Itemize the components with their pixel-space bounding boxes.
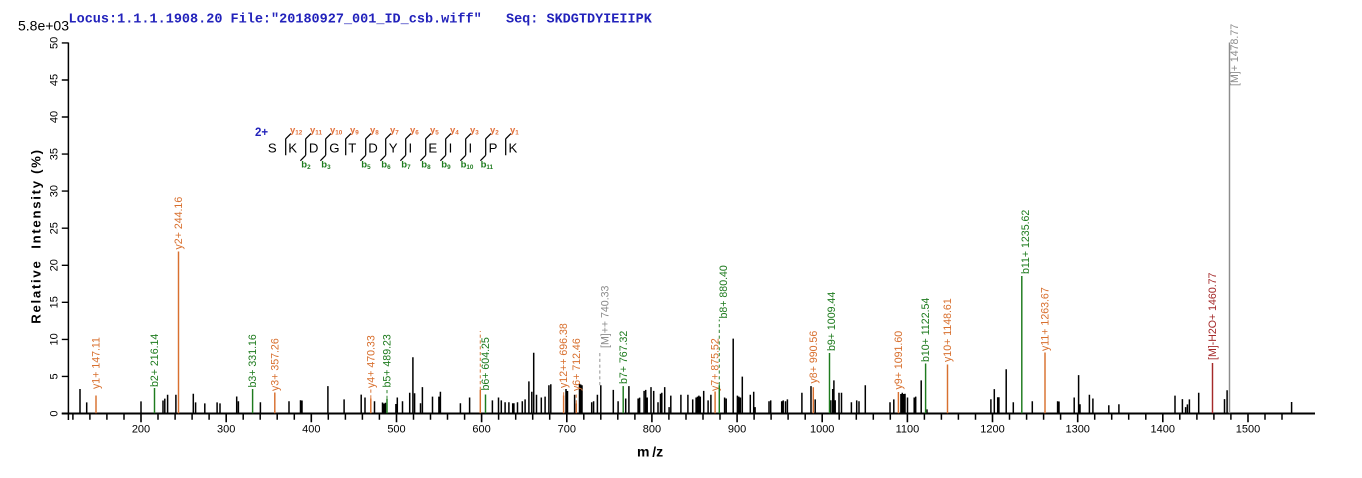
svg-text:b7: b7 [401,160,411,172]
svg-text:b11+ 1235.62: b11+ 1235.62 [1020,210,1032,274]
svg-text:K: K [509,141,518,156]
svg-text:b6: b6 [381,160,391,172]
svg-text:0: 0 [49,410,61,416]
svg-text:500: 500 [387,424,405,436]
svg-text:b8+ 880.40: b8+ 880.40 [718,265,730,318]
svg-text:1300: 1300 [1065,424,1089,436]
svg-text:5: 5 [49,373,61,379]
svg-text:[M]-H2O+ 1460.77: [M]-H2O+ 1460.77 [1207,272,1219,360]
svg-text:y2+ 244.16: y2+ 244.16 [173,197,185,250]
svg-text:m /z: m /z [637,444,663,460]
svg-text:Relative Intensity (%): Relative Intensity (%) [29,148,44,323]
svg-text:45: 45 [49,74,61,86]
svg-text:y3: y3 [470,125,479,137]
svg-text:[M]+ 1478.77: [M]+ 1478.77 [1229,24,1241,86]
svg-text:[M]++ 740.33: [M]++ 740.33 [600,285,612,348]
svg-text:G: G [329,141,339,156]
svg-text:y4+ 470.33: y4+ 470.33 [365,335,377,388]
svg-text:y7: y7 [390,125,399,137]
svg-text:b5+ 489.23: b5+ 489.23 [382,334,394,387]
svg-text:15: 15 [49,296,61,308]
svg-text:y10+ 1148.61: y10+ 1148.61 [942,298,954,362]
svg-text:y12: y12 [290,125,303,137]
svg-text:b2: b2 [301,160,311,172]
svg-text:40: 40 [49,111,61,123]
svg-text:b10: b10 [461,160,474,172]
svg-text:y12++ 696.38: y12++ 696.38 [558,323,570,388]
svg-text:b3: b3 [321,160,331,172]
svg-text:Locus:1.1.1.1908.20 File:"2018: Locus:1.1.1.1908.20 File:"20180927_001_I… [69,13,653,28]
svg-text:y9: y9 [350,125,359,137]
svg-text:Y: Y [389,141,398,156]
svg-text:200: 200 [132,424,150,436]
svg-text:700: 700 [558,424,576,436]
svg-text:I: I [449,141,453,156]
svg-text:5.8e+03: 5.8e+03 [18,18,69,34]
svg-text:50: 50 [49,37,61,49]
svg-text:y7+ 875.52: y7+ 875.52 [710,338,722,391]
svg-text:800: 800 [643,424,661,436]
svg-text:D: D [309,141,319,156]
svg-text:y1+ 147.11: y1+ 147.11 [91,337,103,389]
svg-text:30: 30 [49,185,61,197]
svg-text:25: 25 [49,222,61,234]
svg-text:P: P [489,141,498,156]
svg-text:y11: y11 [310,125,322,137]
svg-text:y5: y5 [430,125,439,137]
svg-text:y8+ 990.56: y8+ 990.56 [808,331,820,384]
svg-text:1100: 1100 [896,424,920,436]
svg-text:1000: 1000 [810,424,834,436]
svg-text:y6+ 712.46: y6+ 712.46 [571,338,583,391]
svg-text:y11+ 1263.67: y11+ 1263.67 [1040,287,1052,351]
svg-text:1500: 1500 [1236,424,1260,436]
svg-text:2+: 2+ [255,127,268,139]
svg-text:1200: 1200 [980,424,1004,436]
svg-text:b11: b11 [481,160,494,172]
svg-text:20: 20 [49,259,61,271]
svg-text:b9: b9 [441,160,451,172]
svg-text:b3+ 331.16: b3+ 331.16 [247,334,259,387]
svg-text:y8: y8 [370,125,379,137]
svg-text:I: I [409,141,413,156]
svg-text:K: K [288,141,297,156]
svg-text:y9+ 1091.60: y9+ 1091.60 [893,331,905,390]
svg-text:E: E [428,141,437,156]
svg-text:b6+ 604.25: b6+ 604.25 [480,337,492,390]
svg-text:y4: y4 [450,125,459,137]
svg-text:y6: y6 [410,125,419,137]
svg-text:I: I [469,141,473,156]
svg-text:b8: b8 [421,160,431,172]
svg-text:900: 900 [728,424,746,436]
svg-text:1400: 1400 [1151,424,1175,436]
svg-text:600: 600 [472,424,490,436]
svg-text:b5: b5 [361,160,371,172]
svg-text:b9+ 1009.44: b9+ 1009.44 [826,292,838,351]
svg-text:b10+ 1122.54: b10+ 1122.54 [920,298,932,362]
svg-text:D: D [368,141,378,156]
svg-text:10: 10 [49,333,61,345]
svg-text:400: 400 [302,424,320,436]
svg-text:y2: y2 [490,125,499,137]
svg-text:S: S [268,141,277,156]
svg-text:b7+ 767.32: b7+ 767.32 [618,331,630,384]
svg-text:y10: y10 [330,125,343,137]
svg-text:35: 35 [49,148,61,160]
svg-text:300: 300 [217,424,235,436]
svg-text:b2+ 216.14: b2+ 216.14 [149,334,161,387]
svg-text:y1: y1 [510,125,519,137]
svg-text:T: T [348,141,356,156]
svg-text:y3+ 357.26: y3+ 357.26 [269,338,281,391]
